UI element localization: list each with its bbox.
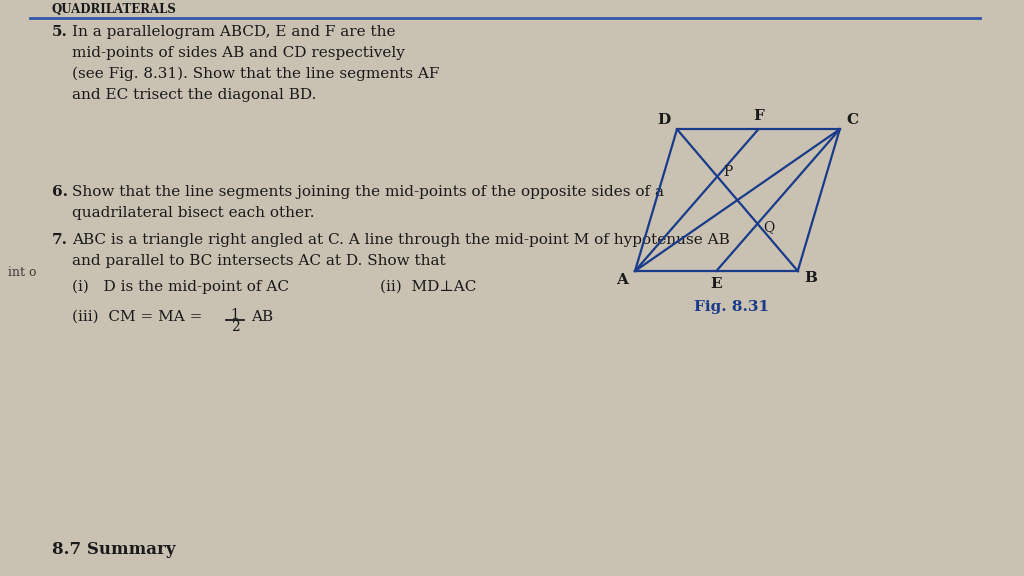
Text: F: F bbox=[753, 109, 764, 123]
Text: and parallel to BC intersects AC at D. Show that: and parallel to BC intersects AC at D. S… bbox=[72, 254, 445, 268]
Text: 2: 2 bbox=[230, 320, 240, 334]
Text: (see Fig. 8.31). Show that the line segments AF: (see Fig. 8.31). Show that the line segm… bbox=[72, 67, 439, 81]
Text: quadrilateral bisect each other.: quadrilateral bisect each other. bbox=[72, 206, 314, 220]
Text: Q: Q bbox=[763, 220, 774, 234]
Text: 8.7 Summary: 8.7 Summary bbox=[52, 541, 175, 558]
Text: D: D bbox=[657, 113, 671, 127]
Text: Fig. 8.31: Fig. 8.31 bbox=[694, 300, 769, 314]
Text: (iii)  CM = MA =: (iii) CM = MA = bbox=[72, 310, 207, 324]
Text: E: E bbox=[711, 277, 722, 291]
Text: B: B bbox=[804, 271, 817, 285]
Text: QUADRILATERALS: QUADRILATERALS bbox=[52, 3, 177, 16]
Text: 5.: 5. bbox=[52, 25, 68, 39]
Text: C: C bbox=[847, 113, 859, 127]
Text: int o: int o bbox=[8, 266, 37, 279]
Text: mid-points of sides AB and CD respectively: mid-points of sides AB and CD respective… bbox=[72, 46, 404, 60]
Text: and EC trisect the diagonal BD.: and EC trisect the diagonal BD. bbox=[72, 88, 316, 102]
Text: AB: AB bbox=[251, 310, 273, 324]
Text: 7.: 7. bbox=[52, 233, 68, 247]
Text: (ii)  MD⊥AC: (ii) MD⊥AC bbox=[380, 280, 476, 294]
Text: 1: 1 bbox=[230, 308, 240, 322]
Text: (i)   D is the mid-point of AC: (i) D is the mid-point of AC bbox=[72, 279, 289, 294]
Text: ABC is a triangle right angled at C. A line through the mid-point M of hypotenus: ABC is a triangle right angled at C. A l… bbox=[72, 233, 730, 247]
Text: 6.: 6. bbox=[52, 185, 68, 199]
Text: In a parallelogram ABCD, E and F are the: In a parallelogram ABCD, E and F are the bbox=[72, 25, 395, 39]
Text: Show that the line segments joining the mid-points of the opposite sides of a: Show that the line segments joining the … bbox=[72, 185, 664, 199]
Text: A: A bbox=[616, 273, 628, 287]
Text: P: P bbox=[724, 165, 733, 179]
